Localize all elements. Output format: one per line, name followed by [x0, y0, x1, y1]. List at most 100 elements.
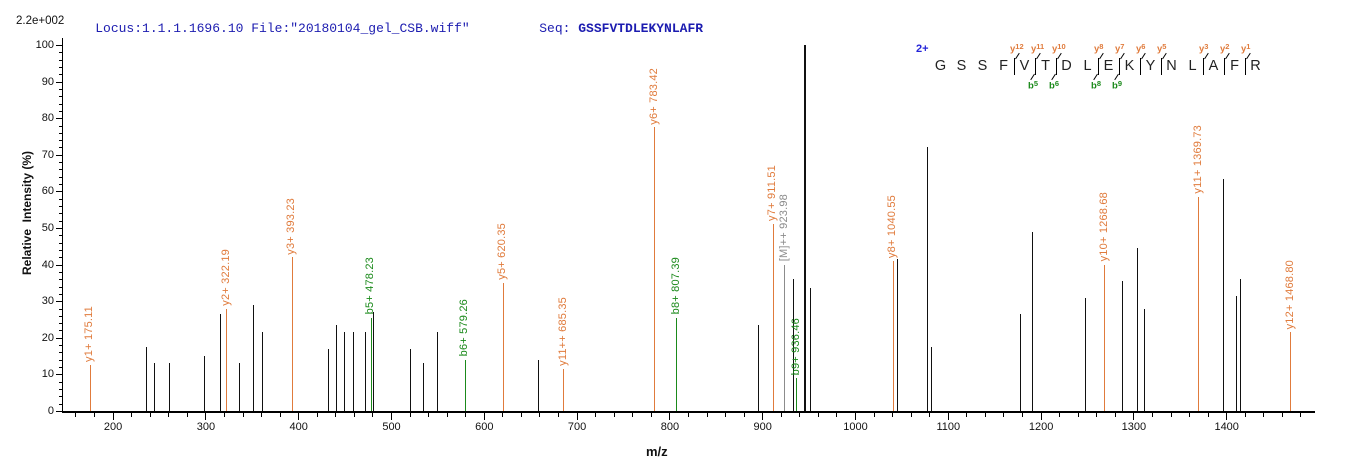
x-tick-label: 400: [289, 421, 308, 433]
x-minor-tick: [168, 413, 170, 417]
y-minor-tick: [59, 52, 62, 54]
y-ion-label-y1: y1: [1241, 42, 1251, 55]
y-major-tick: [56, 45, 62, 46]
x-major-tick: [483, 413, 485, 420]
x-minor-tick: [520, 413, 522, 417]
y-major-tick: [56, 191, 62, 193]
x-minor-tick: [372, 413, 374, 417]
fragment-cut-line: [1056, 58, 1057, 75]
x-minor-tick: [428, 413, 430, 417]
peak-y12+: [1290, 332, 1292, 411]
y-ion-label-y8: y8: [1094, 42, 1104, 55]
x-minor-tick: [539, 413, 541, 417]
y-minor-tick: [59, 132, 62, 134]
x-minor-tick: [929, 413, 931, 417]
peak-y7+: [772, 224, 774, 411]
x-tick-label: 500: [382, 421, 401, 433]
x-minor-tick: [465, 413, 467, 417]
peak-label: b5+ 478.23: [364, 257, 377, 315]
fragment-cut-line: [1119, 58, 1120, 75]
y-major-tick: [56, 411, 62, 412]
y-minor-tick: [59, 249, 62, 251]
peak-unassigned: [927, 147, 929, 411]
peak-unassigned: [262, 332, 264, 411]
peak-unassigned: [793, 279, 795, 411]
peak-unassigned: [409, 348, 411, 411]
residue-letter: F: [999, 58, 1008, 74]
peak-unassigned: [238, 363, 240, 411]
peak-label: b9+ 936.46: [789, 317, 802, 376]
peak-label: y12+ 1468.80: [1283, 259, 1296, 330]
peak-unassigned: [1032, 231, 1034, 411]
x-major-tick: [298, 413, 300, 420]
peak-y10+: [1104, 264, 1106, 411]
y-ion-label-y7: y7: [1115, 42, 1125, 55]
y-major-tick: [56, 228, 62, 229]
x-minor-tick: [892, 413, 894, 417]
peak-label: b8+ 807.39: [669, 257, 682, 315]
b-ion-label-b5: b5: [1028, 79, 1038, 92]
peak-unassigned: [758, 325, 760, 411]
y-tick-label: 70: [41, 148, 54, 161]
residue-F: F: [993, 58, 1014, 76]
fragment-cut-line: [1140, 58, 1141, 75]
x-tick-label: 1000: [843, 421, 868, 433]
x-tick-label: 1400: [1214, 421, 1239, 433]
y-minor-tick: [59, 110, 62, 112]
x-minor-tick: [446, 413, 448, 417]
residue-letter: T: [1041, 58, 1050, 74]
x-major-tick: [1226, 413, 1228, 420]
peak-unassigned: [803, 45, 806, 411]
peak-unassigned: [1020, 314, 1022, 411]
x-minor-tick: [780, 413, 782, 417]
x-minor-tick: [1151, 413, 1153, 417]
x-axis-ticks: 200 300 400 500 600 700 800 900 1000 1100 1200 1300…: [63, 411, 1315, 441]
peak-label: y2+ 322.19: [219, 248, 232, 306]
x-tick-label: 300: [196, 421, 216, 433]
peak-b5+: [370, 317, 372, 411]
y-ion-label-y6: y6: [1136, 42, 1146, 55]
peak-label: y11+ 1369.73: [1191, 125, 1204, 194]
x-minor-tick: [75, 413, 77, 417]
x-minor-tick: [149, 413, 151, 417]
x-major-tick: [1040, 413, 1042, 420]
x-minor-tick: [1189, 413, 1191, 417]
residue-letter: D: [1061, 58, 1072, 74]
peak-y11++: [563, 368, 564, 411]
residue-letter: F: [1230, 58, 1239, 74]
residue-letter: L: [1188, 58, 1197, 74]
x-minor-tick: [261, 413, 263, 417]
y-minor-tick: [59, 125, 62, 127]
residue-letter: Y: [1145, 58, 1156, 74]
y-minor-tick: [59, 403, 62, 405]
x-minor-tick: [131, 413, 133, 417]
x-minor-tick: [335, 413, 337, 417]
peak-[M]++: [784, 264, 786, 411]
peptide-sequence-text: GSSFVTDLEKYNLAFR: [578, 21, 704, 36]
x-tick-label: 800: [660, 421, 680, 433]
peak-unassigned: [146, 346, 148, 411]
y-minor-tick: [59, 140, 62, 142]
peak-unassigned: [1239, 279, 1241, 411]
x-major-tick: [391, 413, 392, 420]
y-minor-tick: [59, 315, 62, 317]
peak-unassigned: [204, 356, 206, 411]
x-minor-tick: [1003, 413, 1005, 417]
x-minor-tick: [966, 413, 968, 417]
x-major-tick: [112, 413, 114, 420]
peak-unassigned: [809, 288, 811, 411]
y-ion-label-y11: y11: [1031, 42, 1045, 55]
y-minor-tick: [59, 323, 62, 325]
peak-unassigned: [373, 312, 375, 411]
x-tick-label: 1100: [936, 421, 961, 433]
peak-b8+: [676, 317, 678, 411]
x-minor-tick: [632, 413, 634, 417]
intensity-scale-value: 2.2e+002: [16, 15, 65, 27]
x-minor-tick: [1077, 413, 1079, 417]
peak-unassigned: [252, 304, 254, 411]
y-axis-ticks: 0 10 20 30 40 50 60 70 80 90 100: [0, 39, 63, 417]
